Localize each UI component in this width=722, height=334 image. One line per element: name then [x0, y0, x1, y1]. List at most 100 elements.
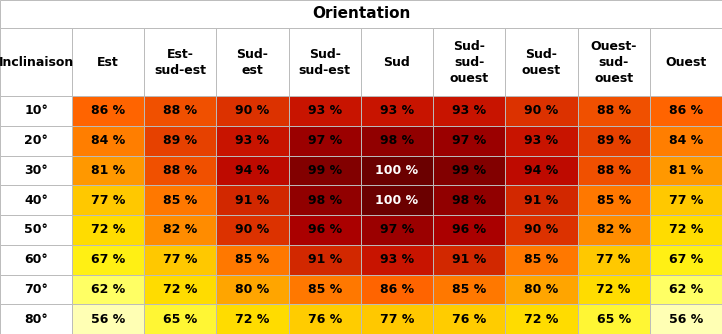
Bar [0, 215, 72, 245]
Bar [144, 126, 217, 156]
Bar [0, 126, 72, 156]
Bar [289, 304, 361, 334]
Bar [0, 28, 72, 96]
Text: 77 %: 77 % [669, 194, 703, 207]
Text: 72 %: 72 % [669, 223, 703, 236]
Text: 77 %: 77 % [163, 253, 198, 266]
Text: Est-
sud-est: Est- sud-est [155, 47, 206, 76]
Bar [217, 156, 289, 185]
Text: Sud-
sud-est: Sud- sud-est [299, 47, 351, 76]
Text: Sud-
ouest: Sud- ouest [522, 47, 561, 76]
Text: 50°: 50° [24, 223, 48, 236]
Text: 91 %: 91 % [524, 194, 559, 207]
Text: 96 %: 96 % [452, 223, 487, 236]
Bar [433, 156, 505, 185]
Bar [505, 126, 578, 156]
Bar [578, 185, 650, 215]
Bar [0, 185, 72, 215]
Text: 81 %: 81 % [91, 164, 125, 177]
Text: 77 %: 77 % [91, 194, 126, 207]
Bar [144, 185, 217, 215]
Text: 80°: 80° [24, 313, 48, 326]
Text: 93 %: 93 % [380, 104, 414, 117]
Text: 67 %: 67 % [91, 253, 125, 266]
Text: 97 %: 97 % [380, 223, 414, 236]
Text: 86 %: 86 % [669, 104, 703, 117]
Bar [650, 28, 722, 96]
Bar [361, 215, 433, 245]
Bar [72, 126, 144, 156]
Bar [72, 28, 144, 96]
Bar [433, 126, 505, 156]
Text: 93 %: 93 % [235, 134, 269, 147]
Bar [72, 215, 144, 245]
Text: 98 %: 98 % [308, 194, 342, 207]
Text: Sud-
est: Sud- est [237, 47, 269, 76]
Bar [433, 28, 505, 96]
Text: 62 %: 62 % [91, 283, 125, 296]
Bar [505, 275, 578, 304]
Bar [361, 275, 433, 304]
Text: 80 %: 80 % [235, 283, 270, 296]
Bar [433, 185, 505, 215]
Bar [217, 245, 289, 275]
Bar [578, 215, 650, 245]
Text: 98 %: 98 % [452, 194, 487, 207]
Bar [361, 28, 433, 96]
Bar [505, 28, 578, 96]
Bar [361, 156, 433, 185]
Text: 84 %: 84 % [669, 134, 703, 147]
Bar [289, 28, 361, 96]
Text: 88 %: 88 % [163, 164, 197, 177]
Text: 85 %: 85 % [452, 283, 487, 296]
Bar [650, 156, 722, 185]
Bar [72, 96, 144, 126]
Bar [0, 304, 72, 334]
Text: Sud-
sud-
ouest: Sud- sud- ouest [450, 39, 489, 85]
Text: 85 %: 85 % [524, 253, 559, 266]
Bar [72, 304, 144, 334]
Bar [289, 185, 361, 215]
Bar [72, 245, 144, 275]
Bar [217, 96, 289, 126]
Text: 90 %: 90 % [524, 223, 559, 236]
Bar [505, 304, 578, 334]
Text: 77 %: 77 % [380, 313, 414, 326]
Bar [578, 245, 650, 275]
Text: 65 %: 65 % [596, 313, 631, 326]
Bar [361, 304, 433, 334]
Bar [289, 215, 361, 245]
Bar [361, 185, 433, 215]
Text: 97 %: 97 % [452, 134, 487, 147]
Bar [289, 245, 361, 275]
Text: 30°: 30° [24, 164, 48, 177]
Bar [433, 96, 505, 126]
Text: 85 %: 85 % [163, 194, 197, 207]
Text: 72 %: 72 % [235, 313, 270, 326]
Text: Ouest-
sud-
ouest: Ouest- sud- ouest [591, 39, 637, 85]
Bar [650, 275, 722, 304]
Text: 97 %: 97 % [308, 134, 342, 147]
Bar [72, 185, 144, 215]
Bar [505, 245, 578, 275]
Text: Est: Est [97, 55, 119, 68]
Text: 62 %: 62 % [669, 283, 703, 296]
Text: 94 %: 94 % [235, 164, 270, 177]
Text: 84 %: 84 % [91, 134, 125, 147]
Bar [144, 245, 217, 275]
Text: 86 %: 86 % [380, 283, 414, 296]
Text: 77 %: 77 % [596, 253, 631, 266]
Text: 56 %: 56 % [669, 313, 703, 326]
Text: 60°: 60° [24, 253, 48, 266]
Bar [578, 96, 650, 126]
Text: 72 %: 72 % [163, 283, 198, 296]
Text: 82 %: 82 % [596, 223, 631, 236]
Text: 85 %: 85 % [235, 253, 270, 266]
Text: 98 %: 98 % [380, 134, 414, 147]
Bar [217, 185, 289, 215]
Text: Orientation: Orientation [312, 6, 410, 21]
Bar [0, 156, 72, 185]
Text: 67 %: 67 % [669, 253, 703, 266]
Text: 81 %: 81 % [669, 164, 703, 177]
Text: 99 %: 99 % [308, 164, 342, 177]
